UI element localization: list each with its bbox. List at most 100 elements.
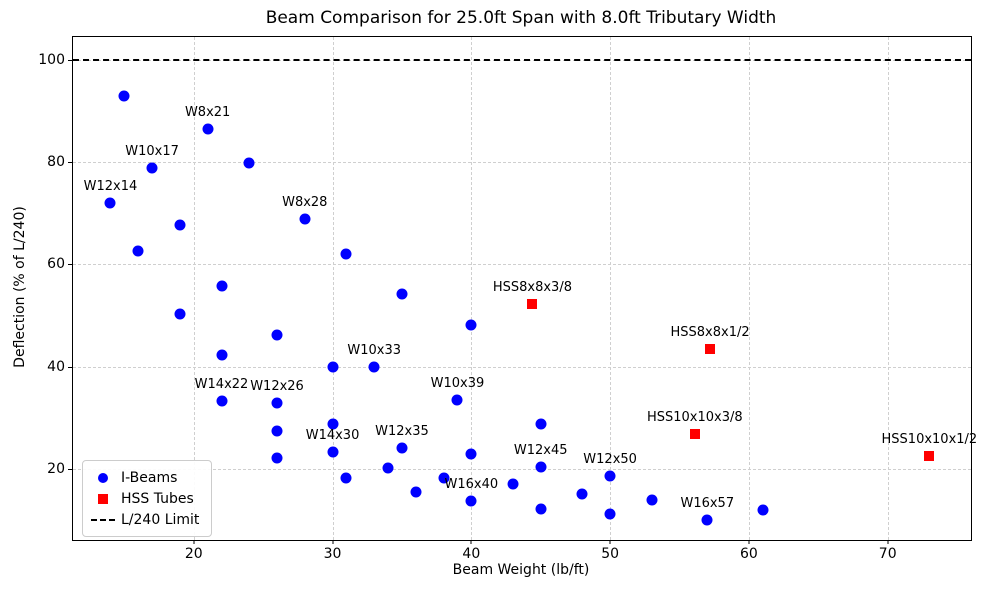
data-point-ibeam <box>146 162 158 174</box>
data-point-hss <box>689 429 700 440</box>
legend: I-Beams HSS Tubes L/240 Limit <box>82 460 213 537</box>
data-point-ibeam <box>132 245 144 257</box>
data-point-ibeam <box>327 361 339 373</box>
y-tick-label: 20 <box>47 460 65 477</box>
data-point-ibeam <box>604 508 616 520</box>
chart-title: Beam Comparison for 25.0ft Span with 8.0… <box>265 8 777 28</box>
y-gridline <box>73 264 971 266</box>
point-label: HSS10x10x3/8 <box>646 410 743 426</box>
data-point-ibeam <box>465 448 477 460</box>
x-gridline <box>471 37 473 540</box>
circle-marker-icon <box>85 472 121 483</box>
x-tick-label: 60 <box>740 546 758 562</box>
point-label: W12x26 <box>250 379 304 394</box>
x-tick-mark <box>193 540 195 544</box>
point-label: W12x45 <box>513 442 568 458</box>
data-point-ibeam <box>701 514 713 526</box>
data-point-ibeam <box>465 319 477 331</box>
circle-icon <box>98 472 108 483</box>
data-point-ibeam <box>604 470 616 482</box>
data-point-ibeam <box>535 503 547 515</box>
legend-item: HSS Tubes <box>85 488 199 509</box>
data-point-ibeam <box>535 461 547 473</box>
point-label: W12x14 <box>83 179 138 195</box>
data-point-ibeam <box>451 394 463 406</box>
data-point-ibeam <box>299 213 311 225</box>
x-axis-label: Beam Weight (lb/ft) <box>452 562 590 578</box>
x-gridline <box>193 37 195 540</box>
y-tick-mark <box>68 60 72 61</box>
data-point-hss <box>705 343 716 354</box>
x-tick-mark <box>332 540 334 544</box>
point-label: W16x40 <box>444 477 499 493</box>
data-point-ibeam <box>216 349 227 361</box>
point-label: HSS8x8x1/2 <box>670 324 750 340</box>
data-point-ibeam <box>340 472 352 484</box>
legend-label: HSS Tubes <box>121 490 194 507</box>
legend-item: L/240 Limit <box>85 509 199 530</box>
y-tick-label: 100 <box>38 52 65 68</box>
data-point-ibeam <box>576 488 588 500</box>
dashed-line-icon <box>91 518 115 521</box>
legend-label: I-Beams <box>121 469 178 486</box>
point-label: HSS8x8x3/8 <box>492 279 572 295</box>
data-point-ibeam <box>438 472 450 484</box>
square-marker-icon <box>85 493 121 504</box>
data-point-ibeam <box>327 446 339 458</box>
x-tick-label: 50 <box>601 546 620 562</box>
y-gridline <box>73 162 971 164</box>
x-tick-mark <box>470 540 472 544</box>
x-gridline <box>748 37 750 540</box>
point-label: W14x22 <box>194 376 249 392</box>
data-point-ibeam <box>368 361 380 373</box>
point-label: W12x50 <box>583 451 637 467</box>
x-tick-label: 40 <box>462 546 481 562</box>
square-icon <box>98 493 108 504</box>
y-gridline <box>73 366 971 368</box>
point-label: W12x35 <box>375 423 429 439</box>
point-label: W8x21 <box>184 104 231 120</box>
x-tick-mark <box>609 540 611 544</box>
data-point-ibeam <box>216 280 227 292</box>
point-label: W10x33 <box>347 342 401 358</box>
data-point-ibeam <box>757 504 769 516</box>
data-point-ibeam <box>271 425 283 437</box>
data-point-ibeam <box>216 395 227 407</box>
data-point-ibeam <box>271 329 283 341</box>
data-point-ibeam <box>118 90 130 102</box>
x-tick-mark <box>748 540 750 544</box>
data-point-ibeam <box>535 418 547 430</box>
point-label: W16x57 <box>680 496 735 512</box>
x-tick-label: 20 <box>184 546 203 562</box>
data-point-ibeam <box>396 288 408 300</box>
data-point-ibeam <box>410 486 422 498</box>
data-point-ibeam <box>104 197 116 209</box>
y-axis-label: Deflection (% of L/240) <box>12 206 28 368</box>
data-point-hss <box>924 451 935 462</box>
y-gridline <box>73 468 971 470</box>
data-point-ibeam <box>340 248 352 260</box>
data-point-hss <box>527 298 538 309</box>
data-point-ibeam <box>202 123 214 134</box>
x-tick-mark <box>887 540 889 544</box>
y-tick-mark <box>68 162 72 164</box>
x-gridline <box>610 37 612 540</box>
data-point-ibeam <box>271 397 283 409</box>
y-tick-mark <box>68 366 72 368</box>
y-tick-mark <box>68 264 72 266</box>
limit-line <box>73 58 971 61</box>
y-tick-label: 80 <box>47 154 65 171</box>
plot-area: 20 30 40 50 60 70 20 40 60 80 100 W8x21 W10x17 W12x14… <box>38 36 977 562</box>
x-gridline <box>887 37 889 540</box>
y-tick-label: 40 <box>47 358 65 375</box>
data-point-ibeam <box>382 462 394 474</box>
data-point-ibeam <box>243 157 255 169</box>
y-tick-label: 60 <box>47 256 65 273</box>
data-point-ibeam <box>465 495 477 507</box>
data-point-ibeam <box>271 452 283 464</box>
x-gridline <box>332 37 334 540</box>
y-tick-mark <box>68 468 72 470</box>
data-point-ibeam <box>174 219 186 231</box>
data-point-ibeam <box>396 442 408 454</box>
